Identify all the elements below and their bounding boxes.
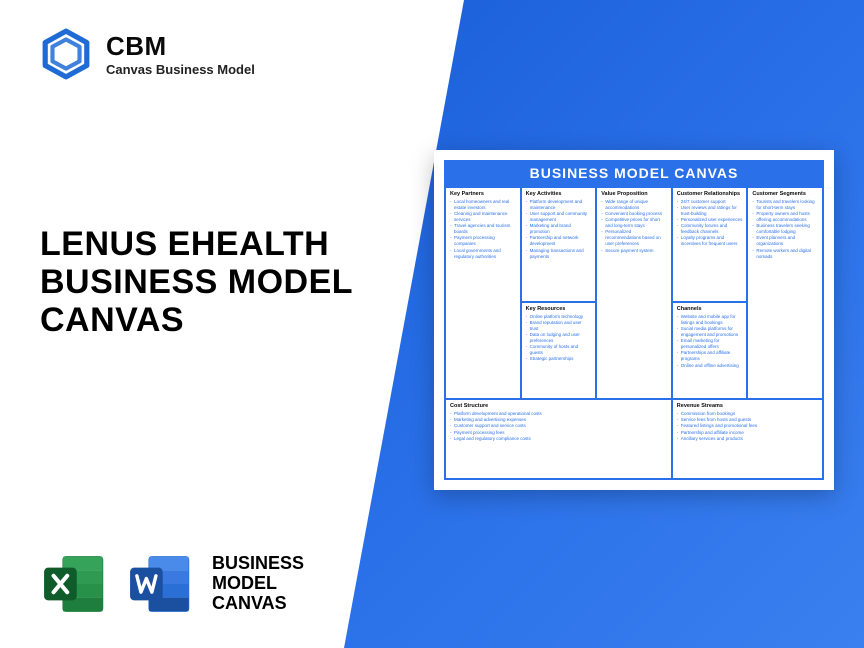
canvas-item: Partnerships and affiliate programs	[677, 350, 743, 362]
title-line-2: BUSINESS MODEL	[40, 263, 420, 301]
canvas-item: Partnership and network development	[526, 235, 592, 247]
excel-icon	[40, 550, 108, 618]
canvas-item: Secure payment system	[601, 248, 667, 254]
canvas-item: Tourists and travelers looking for short…	[752, 199, 818, 211]
canvas-grid: Key PartnersLocal homeowners and real es…	[444, 186, 824, 480]
canvas-item: Marketing and brand promotion	[526, 223, 592, 235]
cell-customer-relationships: Customer Relationships24/7 customer supp…	[672, 187, 748, 302]
cell-key-activities: Key ActivitiesPlatform development and m…	[521, 187, 597, 302]
canvas-item: Loyalty programs and incentives for freq…	[677, 235, 743, 247]
footer-text: BUSINESS MODEL CANVAS	[212, 554, 304, 613]
canvas-item: Business travelers seeking comfortable l…	[752, 223, 818, 235]
canvas-item: Online and offline advertising	[677, 363, 743, 369]
canvas-item: Local governments and regulatory authori…	[450, 248, 516, 260]
brand-text: CBM Canvas Business Model	[106, 31, 255, 77]
footer-line-3: CANVAS	[212, 594, 304, 614]
canvas-item: Data on lodging and user preferences	[526, 332, 592, 344]
canvas-item: Social media platforms for engagement an…	[677, 326, 743, 338]
brand-block: CBM Canvas Business Model	[40, 28, 255, 80]
word-icon	[126, 550, 194, 618]
footer-line-2: MODEL	[212, 574, 304, 594]
title-line-1: LENUS EHEALTH	[40, 225, 420, 263]
cell-value-proposition: Value PropositionWide range of unique ac…	[596, 187, 672, 399]
footer-line-1: BUSINESS	[212, 554, 304, 574]
cell-channels: ChannelsWebsite and mobile app for listi…	[672, 302, 748, 399]
canvas-item: User support and community management	[526, 211, 592, 223]
canvas-item: User reviews and ratings for trust-build…	[677, 205, 743, 217]
canvas-item: Managing transactions and payments	[526, 248, 592, 260]
cell-key-partners: Key PartnersLocal homeowners and real es…	[445, 187, 521, 399]
canvas-item: Competitive prices for short and long-te…	[601, 217, 667, 229]
canvas-item: Cleaning and maintenance services	[450, 211, 516, 223]
canvas-item: Platform development and maintenance	[526, 199, 592, 211]
canvas-item: Personalized recommendations based on us…	[601, 229, 667, 247]
page-title: LENUS EHEALTH BUSINESS MODEL CANVAS	[40, 225, 420, 339]
canvas-item: Strategic partnerships	[526, 356, 592, 362]
canvas-item: Travel agencies and tourism boards	[450, 223, 516, 235]
title-line-3: CANVAS	[40, 301, 420, 339]
cell-revenue-streams: Revenue StreamsCommission from bookingsS…	[672, 399, 823, 479]
canvas-item: Email marketing for personalized offers	[677, 338, 743, 350]
brand-abbrev: CBM	[106, 31, 255, 62]
canvas-item: Remote workers and digital nomads	[752, 248, 818, 260]
canvas-item: Community of hosts and guests	[526, 344, 592, 356]
brand-logo-icon	[40, 28, 92, 80]
canvas-item: Community forums and feedback channels	[677, 223, 743, 235]
page: CBM Canvas Business Model LENUS EHEALTH …	[0, 0, 864, 648]
canvas-item: Legal and regulatory compliance costs	[450, 436, 667, 442]
canvas-item: Payment processing companies	[450, 235, 516, 247]
canvas-item: Wide range of unique accommodations	[601, 199, 667, 211]
canvas-item: Local homeowners and real estate investo…	[450, 199, 516, 211]
cell-key-resources: Key ResourcesOnline platform technologyB…	[521, 302, 597, 399]
cell-cost-structure: Cost StructurePlatform development and o…	[445, 399, 672, 479]
canvas-item: Website and mobile app for listings and …	[677, 314, 743, 326]
footer-block: BUSINESS MODEL CANVAS	[40, 550, 304, 618]
canvas-item: Event planners and organizations	[752, 235, 818, 247]
cell-customer-segments: Customer SegmentsTourists and travelers …	[747, 187, 823, 399]
canvas-header: BUSINESS MODEL CANVAS	[444, 160, 824, 186]
canvas-item: Property owners and hosts offering accom…	[752, 211, 818, 223]
canvas-item: Brand reputation and user trust	[526, 320, 592, 332]
canvas-item: Ancillary services and products	[677, 436, 818, 442]
canvas-card: BUSINESS MODEL CANVAS Key PartnersLocal …	[434, 150, 834, 490]
brand-subtitle: Canvas Business Model	[106, 62, 255, 77]
